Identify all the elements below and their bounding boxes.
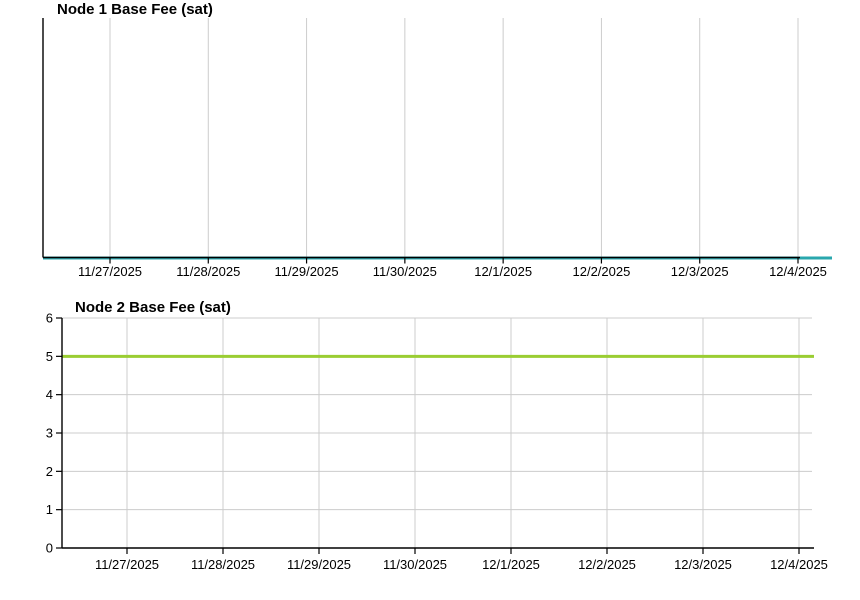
chart-title-node2-base-fee: Node 2 Base Fee (sat): [75, 299, 231, 316]
chart-title-node1-base-fee: Node 1 Base Fee (sat): [57, 1, 213, 18]
y-tick-label: 1: [46, 502, 53, 517]
x-tick-label: 12/3/2025: [674, 557, 732, 572]
x-tick-label: 12/1/2025: [482, 557, 540, 572]
y-tick-label: 0: [46, 541, 53, 556]
chart-1-plot: 11/27/2025 11/28/2025 11/29/2025 11/30/2025…: [42, 18, 832, 279]
x-tick-label: 12/4/2025: [770, 557, 828, 572]
x-tick-label: 12/1/2025: [474, 264, 532, 279]
y-tick-label: 4: [46, 387, 53, 402]
x-tick-label: 11/28/2025: [176, 264, 240, 279]
x-tick-label: 11/28/2025: [191, 557, 255, 572]
y-tick-label: 6: [46, 311, 53, 326]
x-tick-label: 11/29/2025: [287, 557, 351, 572]
x-tick-label: 11/30/2025: [383, 557, 447, 572]
y-tick-label: 3: [46, 426, 53, 441]
x-tick-label: 11/29/2025: [275, 264, 339, 279]
x-tick-label: 12/3/2025: [671, 264, 729, 279]
x-tick-label: 12/2/2025: [578, 557, 636, 572]
x-tick-label: 11/30/2025: [373, 264, 437, 279]
x-tick-label: 12/4/2025: [769, 264, 827, 279]
y-tick-label: 2: [46, 464, 53, 479]
x-tick-label: 11/27/2025: [78, 264, 142, 279]
chart-2-plot: 11/27/2025 11/28/2025 11/29/2025 11/30/2025…: [46, 311, 828, 573]
y-tick-label: 5: [46, 349, 53, 364]
x-tick-label: 12/2/2025: [573, 264, 631, 279]
x-tick-label: 11/27/2025: [95, 557, 159, 572]
